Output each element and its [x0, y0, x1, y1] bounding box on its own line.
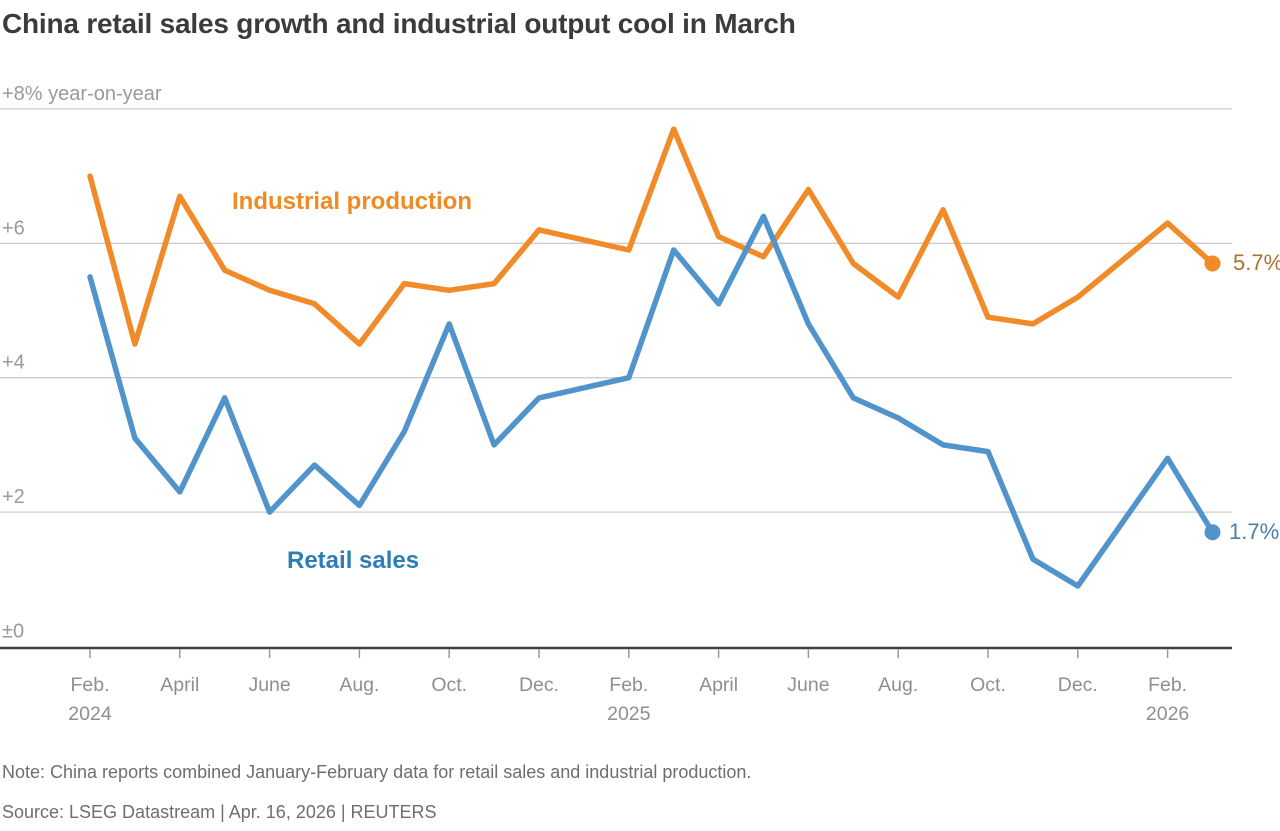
series-label-retail-sales: Retail sales: [287, 547, 420, 574]
end-dot-retail-sales: [1204, 524, 1221, 541]
series-line-retail-sales: [87, 213, 1216, 589]
chart-title: China retail sales growth and industrial…: [2, 8, 796, 39]
x-axis-tick-label: Dec.: [1058, 674, 1098, 696]
series-label-industrial-production: Industrial production: [232, 188, 472, 215]
y-axis-tick-label: +8% year-on-year: [2, 83, 162, 105]
x-axis-tick-label: Oct.: [970, 674, 1006, 696]
x-axis-tick-label: June: [248, 674, 290, 696]
end-value-retail-sales: 1.7%: [1229, 519, 1280, 544]
source-text: Source: LSEG Datastream | Apr. 16, 2026 …: [2, 802, 437, 822]
x-axis-tick-label: Feb.: [1148, 674, 1187, 696]
x-axis-tick-label: Aug.: [339, 674, 379, 696]
y-axis-tick-label: +2: [2, 486, 25, 508]
x-axis-tick-label: Feb.: [609, 674, 648, 696]
x-axis-tick-label: April: [160, 674, 199, 696]
x-axis-tick-label: Aug.: [878, 674, 918, 696]
x-axis-tick-label: June: [787, 674, 829, 696]
x-axis-tick-label: Oct.: [431, 674, 467, 696]
y-axis-tick-label: +6: [2, 217, 25, 239]
x-axis-tick-label: April: [699, 674, 738, 696]
end-dot-industrial-production: [1204, 255, 1221, 272]
end-value-industrial-production: 5.7%: [1233, 250, 1280, 275]
x-axis-year-label: 2024: [68, 703, 112, 725]
note-text: Note: China reports combined January-Feb…: [2, 762, 752, 782]
x-axis-tick-label: Dec.: [519, 674, 559, 696]
x-axis-year-label: 2025: [607, 703, 651, 725]
y-axis-tick-label: ±0: [2, 621, 24, 643]
y-axis-tick-label: +4: [2, 352, 25, 374]
series-line-industrial-production: [87, 126, 1216, 347]
x-axis-year-label: 2026: [1146, 703, 1189, 725]
x-axis-tick-label: Feb.: [70, 674, 109, 696]
